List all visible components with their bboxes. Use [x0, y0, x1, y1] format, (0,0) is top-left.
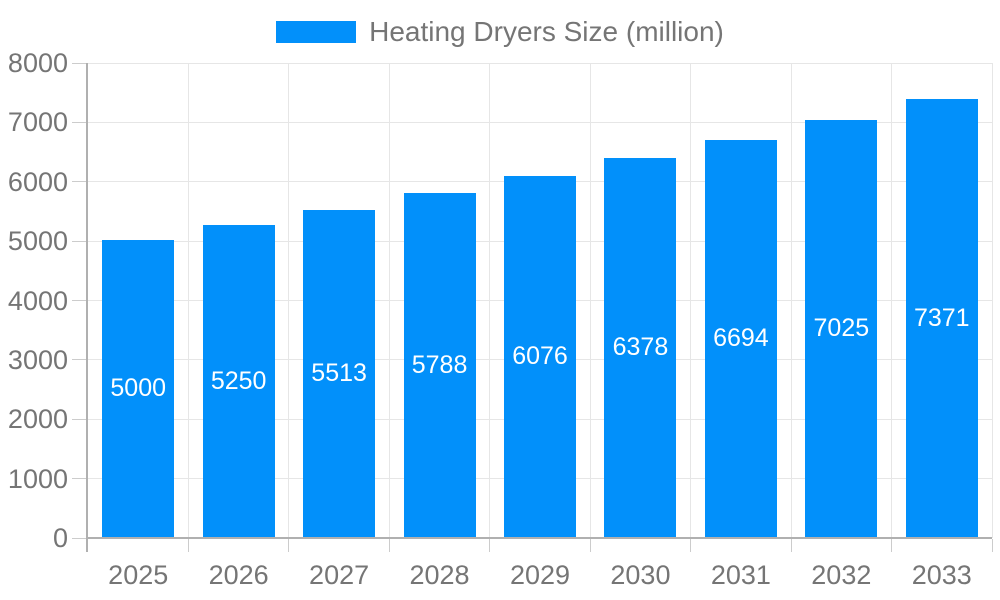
- x-axis-tick-label: 2030: [610, 560, 671, 590]
- bar[interactable]: 6378: [604, 158, 677, 537]
- y-axis-tick-label: 2000: [7, 404, 68, 435]
- x-axis-tick: [187, 539, 189, 552]
- y-axis-tick-label: 6000: [7, 166, 68, 197]
- x-axis-tick-label: 2025: [108, 560, 169, 590]
- x-axis-tick-label: 2027: [309, 560, 370, 590]
- y-axis-tick-label: 8000: [7, 48, 68, 78]
- bar-value-label: 7371: [913, 303, 970, 332]
- bar-value-label: 7025: [813, 313, 870, 342]
- horizontal-gridline: [88, 62, 992, 64]
- bar[interactable]: 5513: [303, 209, 376, 537]
- horizontal-gridline: [88, 121, 992, 123]
- x-axis-tick-label: 2032: [811, 560, 872, 590]
- bar[interactable]: 5000: [102, 240, 175, 537]
- x-axis-tick-label: 2033: [911, 560, 972, 590]
- x-axis-tick-label: 2028: [409, 560, 470, 590]
- chart-legend[interactable]: Heating Dryers Size (million): [0, 17, 1000, 47]
- y-axis-line: [86, 63, 88, 552]
- bar-value-label: 5250: [210, 366, 267, 395]
- bar[interactable]: 6076: [504, 176, 576, 537]
- x-axis-tick: [690, 539, 692, 552]
- bar[interactable]: 7371: [905, 99, 978, 537]
- vertical-gridline: [891, 63, 893, 538]
- bar-value-label: 5513: [311, 358, 367, 387]
- plot-area: 0 1000 2000 3000 4000 5000 6000 7000 8000 5000 202…: [8, 48, 993, 590]
- bar-value-label: 6076: [512, 342, 568, 371]
- x-axis-tick: [589, 539, 591, 552]
- x-axis-tick: [790, 539, 792, 552]
- vertical-gridline: [991, 63, 993, 538]
- y-axis-tick-label: 7000: [7, 107, 68, 138]
- x-axis-tick: [991, 539, 993, 552]
- x-axis-tick: [388, 539, 390, 552]
- bar-value-label: 6378: [612, 333, 669, 362]
- y-axis-tick: [72, 181, 88, 183]
- y-axis-tick: [72, 418, 88, 420]
- y-axis-tick-label: 3000: [7, 344, 68, 375]
- bar-value-label: 5788: [411, 350, 468, 379]
- vertical-gridline: [790, 63, 792, 538]
- y-axis-tick: [72, 537, 88, 539]
- x-axis-line: [86, 537, 992, 539]
- bar[interactable]: 7025: [805, 119, 878, 537]
- x-axis-tick-label: 2031: [710, 560, 771, 590]
- vertical-gridline: [589, 63, 591, 538]
- x-axis-tick: [489, 539, 491, 552]
- bar-value-label: 5000: [110, 374, 167, 403]
- y-axis-tick: [72, 300, 88, 301]
- vertical-gridline: [489, 63, 491, 538]
- y-axis-tick-label: 0: [52, 523, 68, 553]
- bar[interactable]: 5250: [202, 225, 275, 537]
- bar[interactable]: 6694: [704, 139, 777, 537]
- y-axis-tick: [72, 121, 88, 123]
- y-axis-tick: [72, 478, 88, 480]
- x-axis-tick-label: 2026: [208, 560, 269, 590]
- bar-value-label: 6694: [713, 323, 769, 352]
- vertical-gridline: [690, 63, 692, 538]
- y-axis-tick: [72, 359, 88, 361]
- y-axis-tick-label: 4000: [7, 285, 68, 316]
- y-axis-tick: [72, 240, 88, 242]
- vertical-gridline: [187, 63, 189, 538]
- y-axis-tick-label: 1000: [7, 463, 68, 494]
- x-axis-tick-label: 2029: [509, 560, 571, 590]
- vertical-gridline: [388, 63, 390, 538]
- legend-label: Heating Dryers Size (million): [369, 16, 724, 47]
- bar[interactable]: 5788: [403, 193, 476, 537]
- vertical-gridline: [288, 63, 290, 538]
- x-axis-tick: [891, 539, 893, 552]
- y-axis-tick: [72, 62, 88, 64]
- x-axis-tick: [288, 539, 290, 552]
- legend-swatch: [276, 21, 357, 43]
- y-axis-tick-label: 5000: [7, 226, 68, 257]
